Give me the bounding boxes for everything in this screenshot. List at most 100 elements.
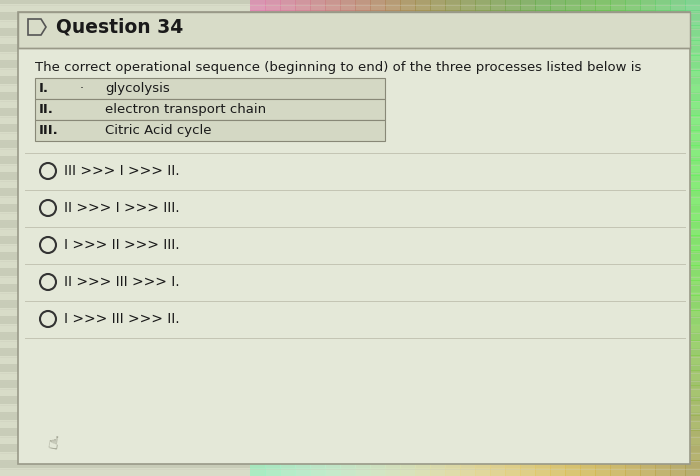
- FancyBboxPatch shape: [430, 100, 446, 116]
- FancyBboxPatch shape: [475, 85, 491, 101]
- FancyBboxPatch shape: [445, 55, 461, 71]
- FancyBboxPatch shape: [685, 370, 700, 386]
- FancyBboxPatch shape: [325, 295, 341, 311]
- FancyBboxPatch shape: [295, 355, 311, 371]
- FancyBboxPatch shape: [595, 85, 611, 101]
- FancyBboxPatch shape: [400, 40, 416, 56]
- FancyBboxPatch shape: [550, 445, 566, 461]
- FancyBboxPatch shape: [520, 445, 536, 461]
- FancyBboxPatch shape: [610, 0, 626, 11]
- FancyBboxPatch shape: [490, 205, 506, 221]
- FancyBboxPatch shape: [640, 55, 656, 71]
- FancyBboxPatch shape: [610, 460, 626, 476]
- FancyBboxPatch shape: [595, 160, 611, 176]
- FancyBboxPatch shape: [430, 70, 446, 86]
- FancyBboxPatch shape: [445, 355, 461, 371]
- FancyBboxPatch shape: [655, 310, 671, 326]
- FancyBboxPatch shape: [625, 85, 641, 101]
- FancyBboxPatch shape: [415, 160, 431, 176]
- FancyBboxPatch shape: [655, 25, 671, 41]
- FancyBboxPatch shape: [430, 340, 446, 356]
- FancyBboxPatch shape: [400, 220, 416, 236]
- FancyBboxPatch shape: [325, 100, 341, 116]
- FancyBboxPatch shape: [460, 85, 476, 101]
- FancyBboxPatch shape: [595, 445, 611, 461]
- FancyBboxPatch shape: [535, 55, 551, 71]
- FancyBboxPatch shape: [580, 145, 596, 161]
- FancyBboxPatch shape: [520, 415, 536, 431]
- FancyBboxPatch shape: [490, 265, 506, 281]
- FancyBboxPatch shape: [460, 10, 476, 26]
- FancyBboxPatch shape: [520, 235, 536, 251]
- FancyBboxPatch shape: [280, 55, 296, 71]
- FancyBboxPatch shape: [640, 295, 656, 311]
- FancyBboxPatch shape: [295, 190, 311, 206]
- FancyBboxPatch shape: [640, 430, 656, 446]
- FancyBboxPatch shape: [265, 100, 281, 116]
- FancyBboxPatch shape: [415, 295, 431, 311]
- FancyBboxPatch shape: [400, 250, 416, 266]
- FancyBboxPatch shape: [325, 250, 341, 266]
- FancyBboxPatch shape: [280, 10, 296, 26]
- FancyBboxPatch shape: [400, 205, 416, 221]
- FancyBboxPatch shape: [520, 205, 536, 221]
- Text: III >>> I >>> II.: III >>> I >>> II.: [64, 164, 180, 178]
- FancyBboxPatch shape: [460, 445, 476, 461]
- FancyBboxPatch shape: [640, 280, 656, 296]
- FancyBboxPatch shape: [340, 415, 356, 431]
- FancyBboxPatch shape: [580, 190, 596, 206]
- FancyBboxPatch shape: [280, 460, 296, 476]
- FancyBboxPatch shape: [385, 370, 401, 386]
- FancyBboxPatch shape: [325, 340, 341, 356]
- FancyBboxPatch shape: [445, 400, 461, 416]
- FancyBboxPatch shape: [535, 415, 551, 431]
- FancyBboxPatch shape: [520, 400, 536, 416]
- FancyBboxPatch shape: [325, 415, 341, 431]
- FancyBboxPatch shape: [550, 235, 566, 251]
- FancyBboxPatch shape: [685, 10, 700, 26]
- FancyBboxPatch shape: [370, 175, 386, 191]
- FancyBboxPatch shape: [0, 468, 700, 476]
- FancyBboxPatch shape: [280, 40, 296, 56]
- FancyBboxPatch shape: [295, 295, 311, 311]
- FancyBboxPatch shape: [550, 400, 566, 416]
- FancyBboxPatch shape: [535, 160, 551, 176]
- FancyBboxPatch shape: [550, 145, 566, 161]
- FancyBboxPatch shape: [475, 310, 491, 326]
- FancyBboxPatch shape: [0, 68, 700, 76]
- FancyBboxPatch shape: [385, 100, 401, 116]
- FancyBboxPatch shape: [475, 0, 491, 11]
- FancyBboxPatch shape: [550, 100, 566, 116]
- FancyBboxPatch shape: [0, 284, 700, 292]
- FancyBboxPatch shape: [595, 385, 611, 401]
- FancyBboxPatch shape: [415, 25, 431, 41]
- FancyBboxPatch shape: [670, 415, 686, 431]
- FancyBboxPatch shape: [340, 445, 356, 461]
- FancyBboxPatch shape: [0, 356, 700, 364]
- FancyBboxPatch shape: [565, 370, 581, 386]
- FancyBboxPatch shape: [400, 0, 416, 11]
- FancyBboxPatch shape: [265, 250, 281, 266]
- FancyBboxPatch shape: [640, 40, 656, 56]
- FancyBboxPatch shape: [0, 156, 700, 164]
- FancyBboxPatch shape: [595, 370, 611, 386]
- FancyBboxPatch shape: [280, 130, 296, 146]
- FancyBboxPatch shape: [685, 205, 700, 221]
- FancyBboxPatch shape: [655, 55, 671, 71]
- FancyBboxPatch shape: [505, 370, 521, 386]
- FancyBboxPatch shape: [250, 430, 266, 446]
- FancyBboxPatch shape: [445, 100, 461, 116]
- FancyBboxPatch shape: [280, 280, 296, 296]
- FancyBboxPatch shape: [670, 280, 686, 296]
- FancyBboxPatch shape: [640, 325, 656, 341]
- FancyBboxPatch shape: [505, 130, 521, 146]
- FancyBboxPatch shape: [325, 70, 341, 86]
- FancyBboxPatch shape: [445, 130, 461, 146]
- FancyBboxPatch shape: [340, 55, 356, 71]
- FancyBboxPatch shape: [295, 220, 311, 236]
- FancyBboxPatch shape: [445, 430, 461, 446]
- FancyBboxPatch shape: [355, 145, 371, 161]
- FancyBboxPatch shape: [355, 100, 371, 116]
- FancyBboxPatch shape: [595, 70, 611, 86]
- FancyBboxPatch shape: [460, 370, 476, 386]
